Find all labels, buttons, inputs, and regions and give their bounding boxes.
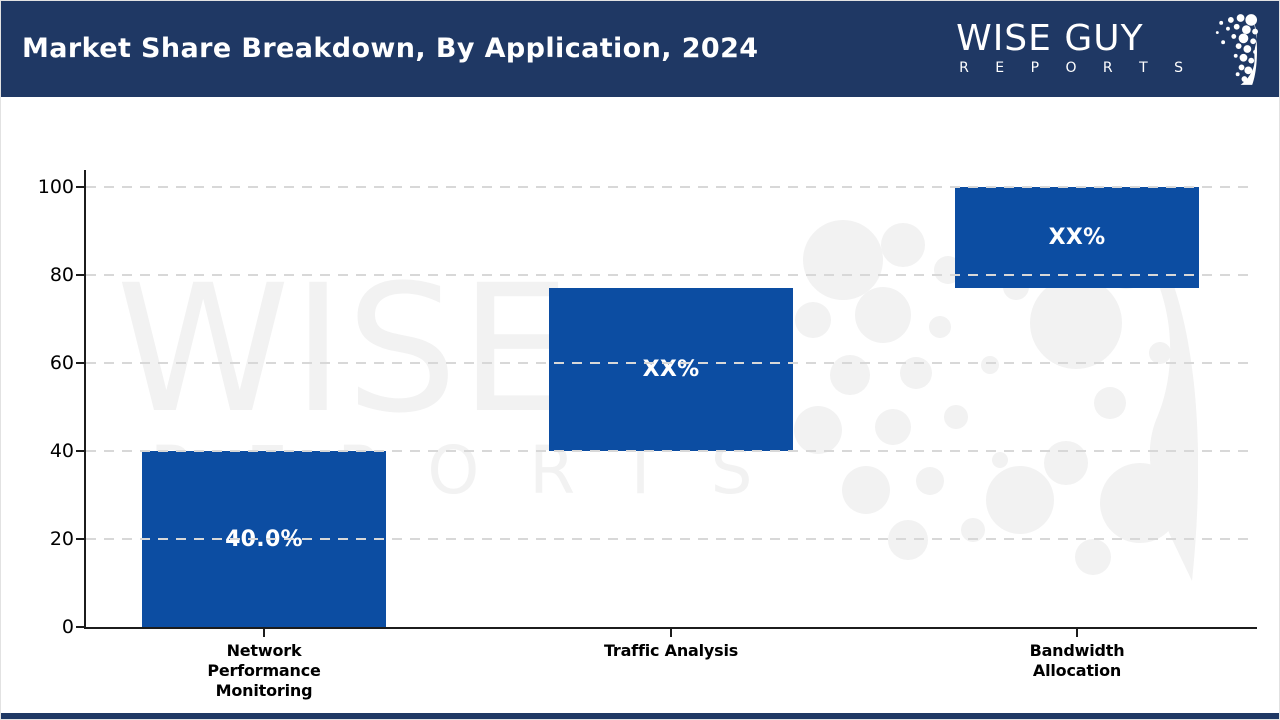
x-category-label-line: Performance [207, 661, 321, 680]
y-tick-mark-100 [76, 186, 85, 188]
brand-logo-text: WISE GUY R E P O R T S [956, 18, 1194, 77]
bar-traffic-analysis: XX% [549, 288, 793, 451]
brand-subtitle: R E P O R T S [959, 60, 1194, 76]
x-category-label-0: Network Performance Monitoring [134, 641, 394, 701]
header-bar: Market Share Breakdown, By Application, … [0, 0, 1280, 97]
y-tick-mark-60 [76, 362, 85, 364]
y-tick-label-40: 40 [49, 440, 74, 462]
y-tick-label-0: 0 [61, 616, 74, 638]
y-tick-label-60: 60 [49, 352, 74, 374]
gridline-40 [86, 450, 1256, 452]
bar-bandwidth-allocation: XX% [955, 187, 1199, 289]
bar-value-label: XX% [1048, 225, 1106, 251]
watermark-dotted-face-icon [794, 220, 1198, 581]
y-tick-mark-40 [76, 450, 85, 452]
x-category-label-line: Traffic Analysis [603, 641, 739, 660]
x-tick-mark-1 [670, 629, 672, 637]
x-tick-mark-0 [263, 629, 265, 637]
x-axis-line [84, 627, 1257, 629]
x-category-label-line: Network [226, 641, 302, 660]
y-tick-mark-20 [76, 538, 85, 540]
x-category-label-line: Allocation [1032, 661, 1122, 680]
y-tick-label-20: 20 [49, 528, 74, 550]
watermark-text-wise: WISE [116, 247, 573, 452]
y-tick-label-100: 100 [37, 176, 74, 198]
gridline-80 [86, 274, 1256, 276]
dotted-face-logo-icon [1215, 13, 1258, 85]
y-tick-mark-0 [76, 626, 85, 628]
footer-bar [0, 713, 1280, 720]
brand-name: WISE GUY [956, 18, 1144, 59]
bar-value-label: XX% [642, 357, 700, 383]
x-category-label-1: Traffic Analysis [541, 641, 801, 661]
brand-logo: WISE GUY R E P O R T S [956, 11, 1258, 87]
x-tick-mark-2 [1076, 629, 1078, 637]
gridline-60 [86, 362, 1256, 364]
x-category-label-line: Bandwidth [1029, 641, 1125, 660]
page-title: Market Share Breakdown, By Application, … [22, 33, 759, 64]
y-tick-label-80: 80 [49, 264, 74, 286]
gridline-20 [86, 538, 1256, 540]
y-tick-mark-80 [76, 274, 85, 276]
y-axis-line [84, 170, 86, 629]
x-category-label-line: Monitoring [215, 681, 313, 700]
x-category-label-2: Bandwidth Allocation [947, 641, 1207, 681]
gridline-100 [86, 186, 1256, 188]
